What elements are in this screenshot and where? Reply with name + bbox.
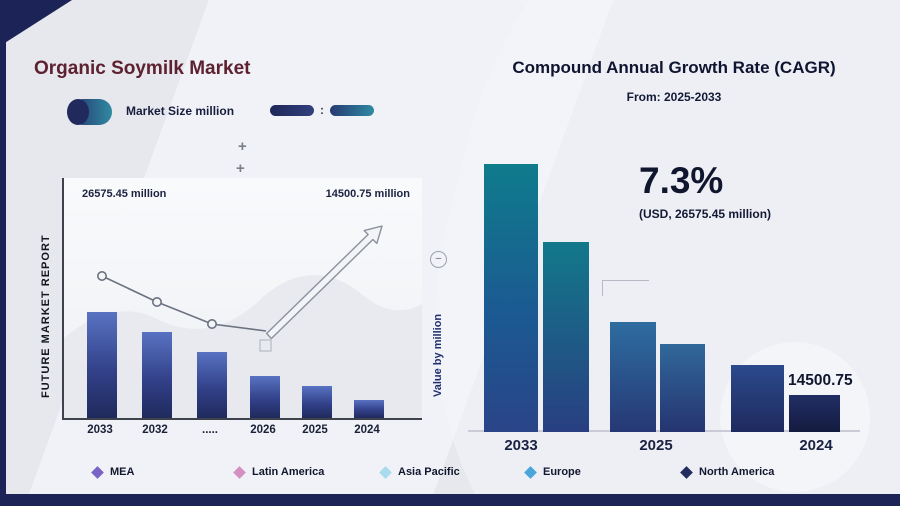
legend-label: Europe xyxy=(543,466,581,478)
right-bar-2033-secondary xyxy=(543,242,589,432)
diamond-icon xyxy=(524,465,537,479)
pill-dark xyxy=(270,104,314,116)
pill-colon: : xyxy=(320,103,324,117)
right-x-label-2024: 2024 xyxy=(799,437,833,454)
right-x-label-2033: 2033 xyxy=(504,437,538,454)
diamond-icon xyxy=(233,465,246,479)
cagr-value-block: 7.3% (USD, 26575.45 million) xyxy=(639,162,771,221)
legend-label: Asia Pacific xyxy=(398,466,460,478)
right-bar-2033-primary xyxy=(484,164,538,432)
diamond-icon xyxy=(91,465,104,479)
left-x-label-2025: 2025 xyxy=(302,424,328,436)
cagr-title: Compound Annual Growth Rate (CAGR) xyxy=(512,58,836,77)
cagr-header: Compound Annual Growth Rate (CAGR) From:… xyxy=(468,58,880,104)
right-bar-2025-primary xyxy=(610,322,656,432)
value-callout-14500: 14500.75 xyxy=(788,372,853,389)
cagr-percentage: 7.3% xyxy=(639,160,724,201)
left-edge-accent xyxy=(0,0,6,506)
cylinder-icon xyxy=(64,96,116,133)
left-chart-bar-mid xyxy=(197,352,227,418)
value-by-million-label: Value by million xyxy=(432,313,444,397)
plus-icon: + xyxy=(238,138,247,155)
trend-line-and-arrow xyxy=(96,225,383,352)
bottom-edge-accent xyxy=(0,494,900,506)
left-x-label-2033: 2033 xyxy=(87,424,113,436)
legend-item-latin-america: Latin America xyxy=(233,465,325,479)
right-x-label-2025: 2025 xyxy=(639,437,673,454)
left-x-label-2032: 2032 xyxy=(142,424,168,436)
legend-label: Latin America xyxy=(252,466,325,478)
left-chart-title: Organic Soymilk Market xyxy=(34,58,251,79)
left-x-label-dots: ..... xyxy=(202,424,218,436)
corner-bracket-decoration xyxy=(602,280,649,296)
left-chart-bar-2033 xyxy=(87,312,117,418)
diamond-icon xyxy=(680,465,693,479)
chart-background-hills xyxy=(64,275,422,418)
legend-item-mea: MEA xyxy=(91,465,135,479)
legend-label: MEA xyxy=(110,466,135,478)
minus-circle-icon: − xyxy=(430,251,447,268)
left-x-label-2026: 2026 xyxy=(250,424,276,436)
right-bar-2024-secondary xyxy=(789,395,840,432)
legend-item-europe: Europe xyxy=(524,465,581,479)
left-x-label-2024: 2024 xyxy=(354,424,380,436)
legend-item-asia-pacific: Asia Pacific xyxy=(379,465,460,479)
left-chart-bar-2024 xyxy=(354,400,384,418)
left-chart-min-value: 14500.75 million xyxy=(325,188,410,200)
plus-icon: + xyxy=(236,160,245,177)
left-chart-max-value: 26575.45 million xyxy=(82,188,167,200)
left-chart-bar-2025 xyxy=(302,386,332,418)
cagr-subtitle: From: 2025-2033 xyxy=(626,90,722,104)
legend-label: North America xyxy=(699,466,775,478)
market-size-chart: 26575.45 million 14500.75 million xyxy=(62,178,422,420)
cagr-usd-note: (USD, 26575.45 million) xyxy=(639,207,772,221)
corner-triangle-accent xyxy=(0,0,72,46)
right-bar-2025-secondary xyxy=(660,344,705,432)
pill-gradient xyxy=(330,104,374,116)
right-bar-2024-primary xyxy=(731,365,784,432)
future-market-report-label: FUTURE MARKET REPORT xyxy=(40,234,52,398)
legend-pill-indicator: : xyxy=(270,103,374,117)
diamond-icon xyxy=(379,465,392,479)
left-chart-bar-2026 xyxy=(250,376,280,418)
market-size-legend-label: Market Size million xyxy=(126,104,235,118)
legend-item-north-america: North America xyxy=(680,465,775,479)
left-chart-bar-2032 xyxy=(142,332,172,418)
